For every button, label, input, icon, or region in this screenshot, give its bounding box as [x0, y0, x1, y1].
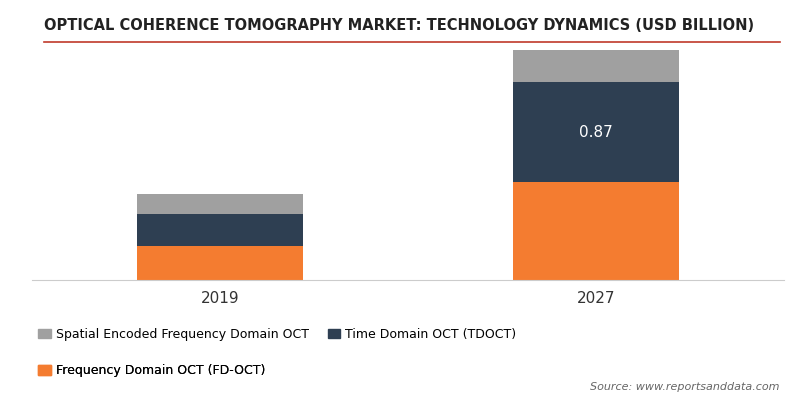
- Legend: Frequency Domain OCT (FD-OCT): Frequency Domain OCT (FD-OCT): [38, 364, 265, 378]
- Text: OPTICAL COHERENCE TOMOGRAPHY MARKET: TECHNOLOGY DYNAMICS (USD BILLION): OPTICAL COHERENCE TOMOGRAPHY MARKET: TEC…: [44, 18, 754, 33]
- Text: 0.87: 0.87: [579, 125, 613, 140]
- Bar: [138, 214, 302, 246]
- Bar: [138, 194, 302, 214]
- Text: Source: www.reportsanddata.com: Source: www.reportsanddata.com: [590, 382, 780, 392]
- Bar: [514, 82, 678, 182]
- Bar: [138, 246, 302, 280]
- Bar: [514, 19, 678, 82]
- Bar: [514, 182, 678, 280]
